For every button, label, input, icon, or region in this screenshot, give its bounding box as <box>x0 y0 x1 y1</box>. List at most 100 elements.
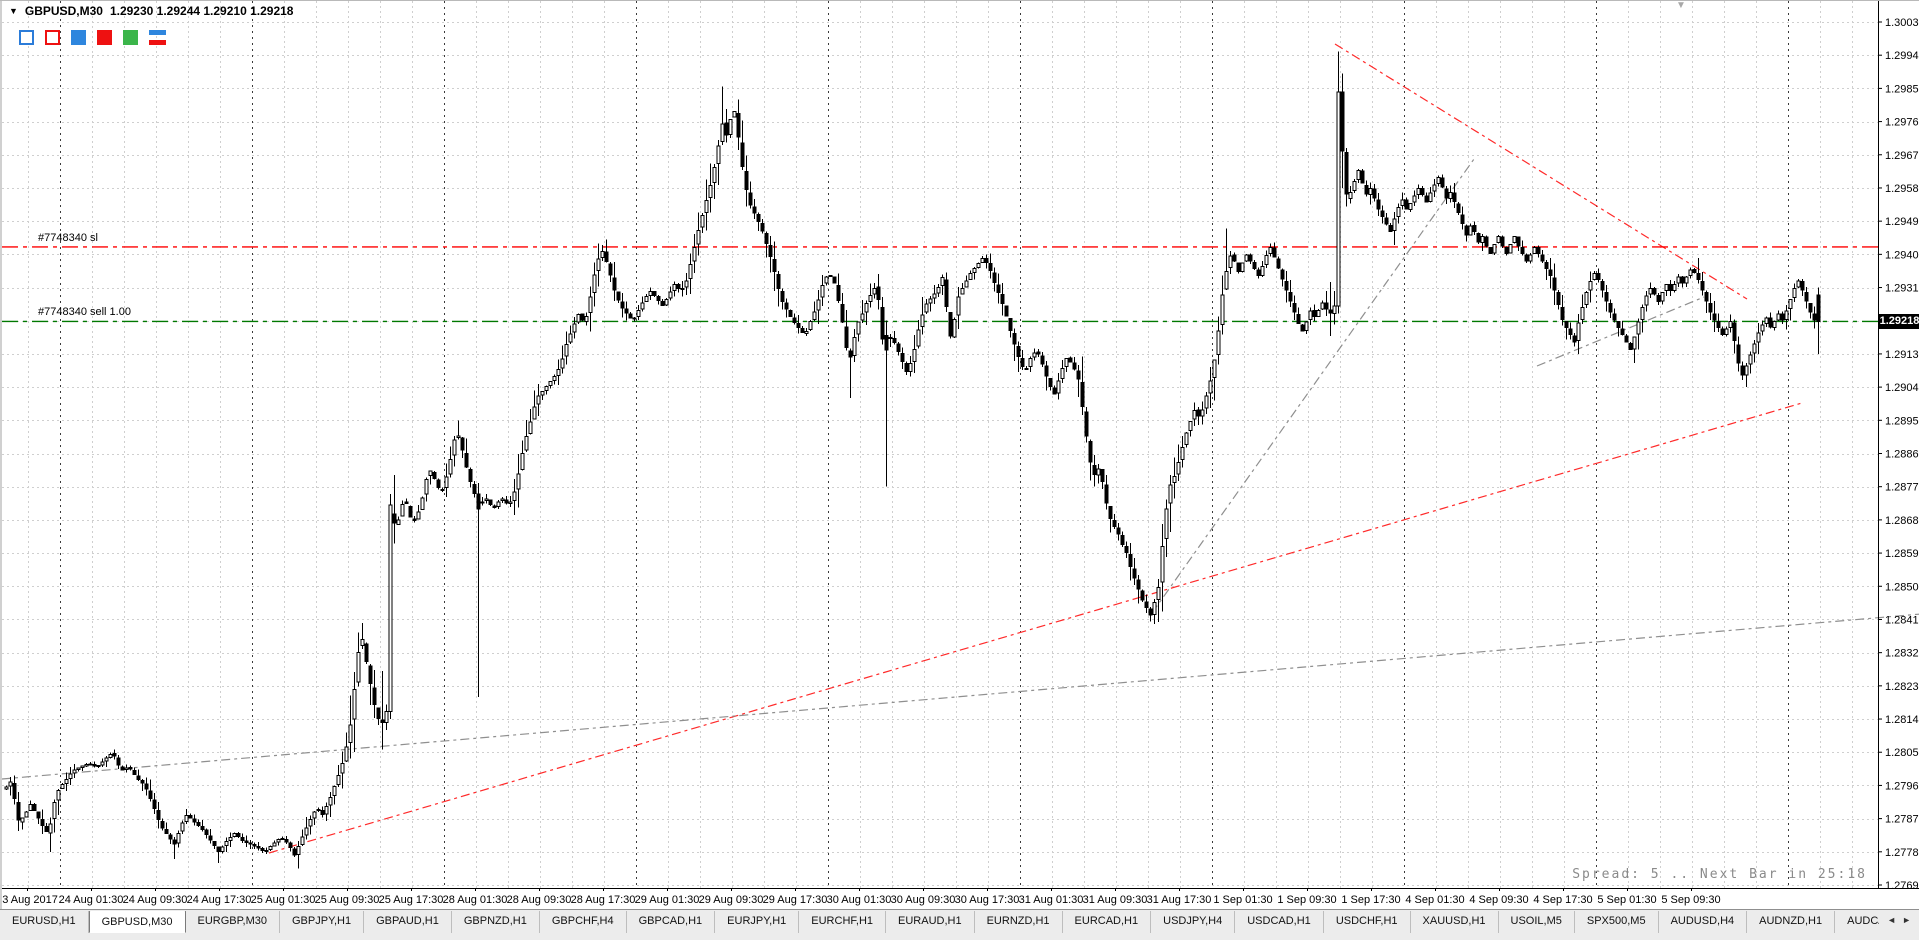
price-tick-label: 1.28770 <box>1885 482 1919 494</box>
candles-layer <box>4 51 1821 869</box>
time-tick-label: 28 Aug 17:30 <box>571 894 636 906</box>
spread-countdown-text: Spread: 5 .. Next Bar in 25:18 <box>1572 867 1867 882</box>
tab-audnzd-h1[interactable]: AUDNZD,H1 <box>1747 911 1836 933</box>
tab-scroll-left-icon[interactable]: ◄ <box>1887 915 1897 925</box>
time-tick-label: 30 Aug 01:30 <box>827 894 892 906</box>
time-tick-label: 23 Aug 2017 <box>2 894 58 906</box>
price-tick-label: 1.28680 <box>1885 515 1919 527</box>
time-tick-label: 5 Sep 09:30 <box>1661 894 1720 906</box>
tab-gbpaud-h1[interactable]: GBPAUD,H1 <box>364 911 452 933</box>
time-axis[interactable]: 23 Aug 2017 24 Aug 01:30 24 Aug 09:30 24 Au… <box>2 888 1721 906</box>
time-tick-label: 31 Aug 09:30 <box>1083 894 1148 906</box>
time-tick-label: 31 Aug 01:30 <box>1019 894 1084 906</box>
long-gray-trendline[interactable] <box>2 613 1919 780</box>
price-tick-label: 1.28230 <box>1885 681 1919 693</box>
chart-shift-marker-icon[interactable]: ▼ <box>1676 0 1686 11</box>
price-tick-label: 1.28590 <box>1885 548 1919 560</box>
tab-gbpjpy-h1[interactable]: GBPJPY,H1 <box>280 911 365 933</box>
chart-tabs: EURUSD,H1 GBPUSD,M30 EURGBP,M30 GBPJPY,H1 GB… <box>0 911 1879 933</box>
price-tick-label: 1.27960 <box>1885 780 1919 792</box>
tab-euraud-h1[interactable]: EURAUD,H1 <box>886 911 975 933</box>
tab-gbpcad-h1[interactable]: GBPCAD,H1 <box>627 911 716 933</box>
time-tick-label: 25 Aug 01:30 <box>251 894 316 906</box>
price-tick-label: 1.29400 <box>1885 249 1919 261</box>
color-swatch-group <box>19 30 166 45</box>
color-swatch-outline <box>45 30 60 45</box>
time-tick-label: 28 Aug 01:30 <box>443 894 508 906</box>
tab-scroll-right-icon[interactable]: ► <box>1902 915 1911 925</box>
price-tick-label: 1.29310 <box>1885 283 1919 295</box>
price-tick-label: 1.27870 <box>1885 814 1919 826</box>
time-tick-label: 1 Sep 17:30 <box>1341 894 1400 906</box>
price-tick-label: 1.28410 <box>1885 614 1919 626</box>
price-tick-label: 1.27780 <box>1885 847 1919 859</box>
time-tick-label: 24 Aug 17:30 <box>187 894 252 906</box>
color-swatch-hbars <box>149 30 166 45</box>
price-tick-label: 1.28140 <box>1885 714 1919 726</box>
grid-layer <box>2 1 1878 888</box>
tab-eurjpy-h1[interactable]: EURJPY,H1 <box>715 911 800 933</box>
price-tick-label: 1.29130 <box>1885 349 1919 361</box>
price-tick-label: 1.29760 <box>1885 117 1919 129</box>
tab-spx500-m5[interactable]: SPX500,M5 <box>1575 911 1659 933</box>
current-price-tag: 1.29218 <box>1878 314 1919 329</box>
time-tick-label: 25 Aug 09:30 <box>315 894 380 906</box>
time-tick-label: 28 Aug 09:30 <box>507 894 572 906</box>
tab-usdjpy-h4[interactable]: USDJPY,H4 <box>1151 911 1236 933</box>
tab-eurcad-h1[interactable]: EURCAD,H1 <box>1063 911 1152 933</box>
price-tick-label: 1.28860 <box>1885 449 1919 461</box>
price-tick-label: 1.30030 <box>1885 17 1919 29</box>
time-tick-label: 5 Sep 01:30 <box>1597 894 1656 906</box>
chart-symbol-period: GBPUSD,M30 <box>24 4 103 18</box>
trendlines-layer <box>2 43 1919 854</box>
price-tick-label: 1.27690 <box>1885 880 1919 892</box>
tab-usdchf-h1[interactable]: USDCHF,H1 <box>1324 911 1411 933</box>
tab-eurusd-h1[interactable]: EURUSD,H1 <box>0 911 89 933</box>
price-chart[interactable]: 1.30030 1.29940 1.29850 1.29760 1.29670 1.295… <box>2 1 1919 909</box>
price-tick-label: 1.29040 <box>1885 382 1919 394</box>
tab-gbpnzd-h1[interactable]: GBPNZD,H1 <box>452 911 540 933</box>
price-tick-label: 1.29850 <box>1885 83 1919 95</box>
tab-eurnzd-h1[interactable]: EURNZD,H1 <box>975 911 1063 933</box>
time-tick-label: 30 Aug 17:30 <box>955 894 1020 906</box>
price-tick-label: 1.28950 <box>1885 415 1919 427</box>
tab-xauusd-h1[interactable]: XAUUSD,H1 <box>1411 911 1499 933</box>
tab-eurgbp-m30[interactable]: EURGBP,M30 <box>186 911 280 933</box>
tab-scroll-arrows: ◄ ► <box>1879 910 1919 925</box>
color-swatch-solid <box>123 30 138 45</box>
chart-title: ▼ GBPUSD,M30 1.29230 1.29244 1.29210 1.2… <box>9 4 293 18</box>
price-tick-label: 1.29670 <box>1885 150 1919 162</box>
price-tick-label: 1.28500 <box>1885 581 1919 593</box>
tab-usoil-m5[interactable]: USOIL,M5 <box>1499 911 1575 933</box>
time-tick-label: 31 Aug 17:30 <box>1147 894 1212 906</box>
price-tick-label: 1.29490 <box>1885 216 1919 228</box>
order-sl-label: #7748340 sl <box>38 231 98 244</box>
price-tick-label: 1.29940 <box>1885 50 1919 62</box>
time-tick-label: 29 Aug 17:30 <box>763 894 828 906</box>
color-swatch-solid <box>71 30 86 45</box>
time-tick-label: 1 Sep 01:30 <box>1213 894 1272 906</box>
order-sell-label: #7748340 sell 1.00 <box>38 306 131 319</box>
steep-gray-trendline[interactable] <box>1151 158 1475 614</box>
time-tick-label: 4 Sep 17:30 <box>1533 894 1592 906</box>
tab-usdcad-h1[interactable]: USDCAD,H1 <box>1235 911 1324 933</box>
time-tick-label: 30 Aug 09:30 <box>891 894 956 906</box>
time-tick-label: 29 Aug 09:30 <box>699 894 764 906</box>
tab-audcad-daily[interactable]: AUDCAD,Daily <box>1835 911 1879 933</box>
tab-gbpchf-h4[interactable]: GBPCHF,H4 <box>540 911 627 933</box>
price-tick-label: 1.28050 <box>1885 747 1919 759</box>
axes-layer <box>2 1 1919 889</box>
time-tick-label: 24 Aug 01:30 <box>59 894 124 906</box>
ascending-red-trendline[interactable] <box>268 402 1803 854</box>
tab-eurchf-h1[interactable]: EURCHF,H1 <box>799 911 887 933</box>
tab-gbpusd-m30[interactable]: GBPUSD,M30 <box>88 911 186 933</box>
price-axis[interactable]: 1.30030 1.29940 1.29850 1.29760 1.29670 1.295… <box>1878 17 1919 892</box>
chart-background <box>2 1 1919 909</box>
symbol-dropdown-icon[interactable]: ▼ <box>9 6 18 16</box>
time-tick-label: 25 Aug 17:30 <box>379 894 444 906</box>
time-tick-label: 1 Sep 09:30 <box>1277 894 1336 906</box>
time-tick-label: 4 Sep 09:30 <box>1469 894 1528 906</box>
descending-red-trendline[interactable] <box>1334 43 1748 300</box>
tab-audusd-h4[interactable]: AUDUSD,H4 <box>1659 911 1748 933</box>
